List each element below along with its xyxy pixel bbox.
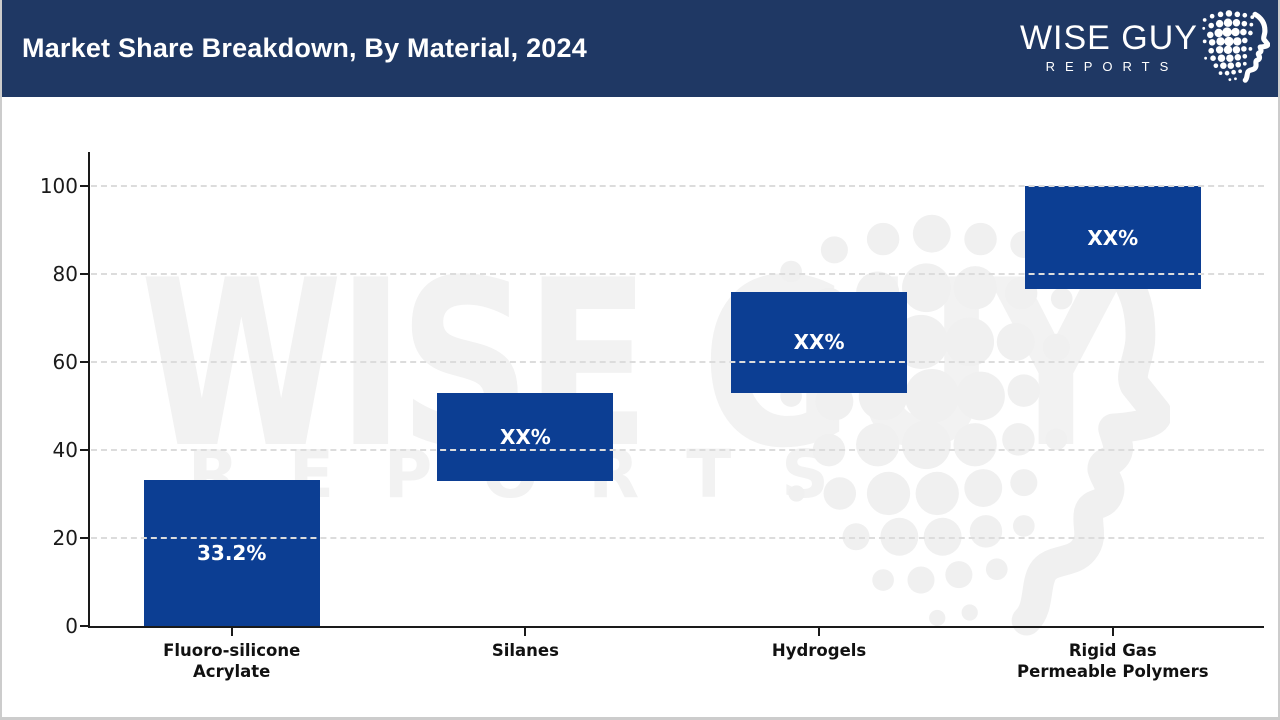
brand-logo: WISE GUY REPORTS bbox=[1020, 4, 1270, 90]
bar-3: XX% bbox=[731, 291, 908, 393]
y-tick-label: 40 bbox=[52, 438, 78, 462]
x-tick bbox=[1111, 628, 1114, 636]
bar-value-label: XX% bbox=[499, 424, 551, 449]
bar-value-label: 33.2% bbox=[196, 540, 267, 565]
gridline bbox=[91, 273, 1264, 275]
logo-face-icon bbox=[1200, 4, 1270, 90]
y-axis-line bbox=[88, 152, 90, 628]
brand-subtitle: REPORTS bbox=[1045, 58, 1179, 74]
x-tick bbox=[818, 628, 821, 636]
x-tick bbox=[524, 628, 527, 636]
bar-1: 33.2% bbox=[143, 479, 320, 626]
gridline bbox=[91, 361, 1264, 363]
category-label: Fluoro-silicone Acrylate bbox=[163, 641, 301, 681]
x-axis-line bbox=[88, 626, 1264, 628]
category-label: Rigid Gas Permeable Polymers bbox=[1017, 641, 1209, 681]
y-tick bbox=[80, 273, 89, 275]
header-bar: Market Share Breakdown, By Material, 202… bbox=[2, 0, 1278, 97]
y-tick bbox=[80, 449, 89, 451]
y-tick bbox=[80, 185, 89, 187]
gridline bbox=[91, 537, 1264, 539]
bar-2: XX% bbox=[437, 392, 614, 481]
y-tick bbox=[80, 625, 89, 627]
y-tick bbox=[80, 361, 89, 363]
y-tick-label: 100 bbox=[39, 174, 78, 198]
gridline bbox=[91, 449, 1264, 451]
bar-4: XX% bbox=[1024, 186, 1201, 290]
brand-name: WISE GUY bbox=[1019, 18, 1198, 57]
category-label: Silanes bbox=[491, 641, 559, 660]
y-tick-label: 60 bbox=[52, 350, 78, 374]
gridline bbox=[91, 185, 1264, 187]
category-label: Hydrogels bbox=[771, 641, 867, 660]
y-tick-label: 80 bbox=[52, 262, 78, 286]
y-tick-label: 0 bbox=[65, 614, 78, 638]
y-tick bbox=[80, 537, 89, 539]
page-title: Market Share Breakdown, By Material, 202… bbox=[22, 33, 587, 63]
brand-text: WISE GUY REPORTS bbox=[1020, 21, 1198, 74]
y-tick-label: 20 bbox=[52, 526, 78, 550]
bar-value-label: XX% bbox=[1087, 225, 1139, 250]
x-tick bbox=[230, 628, 233, 636]
bar-value-label: XX% bbox=[793, 330, 845, 355]
